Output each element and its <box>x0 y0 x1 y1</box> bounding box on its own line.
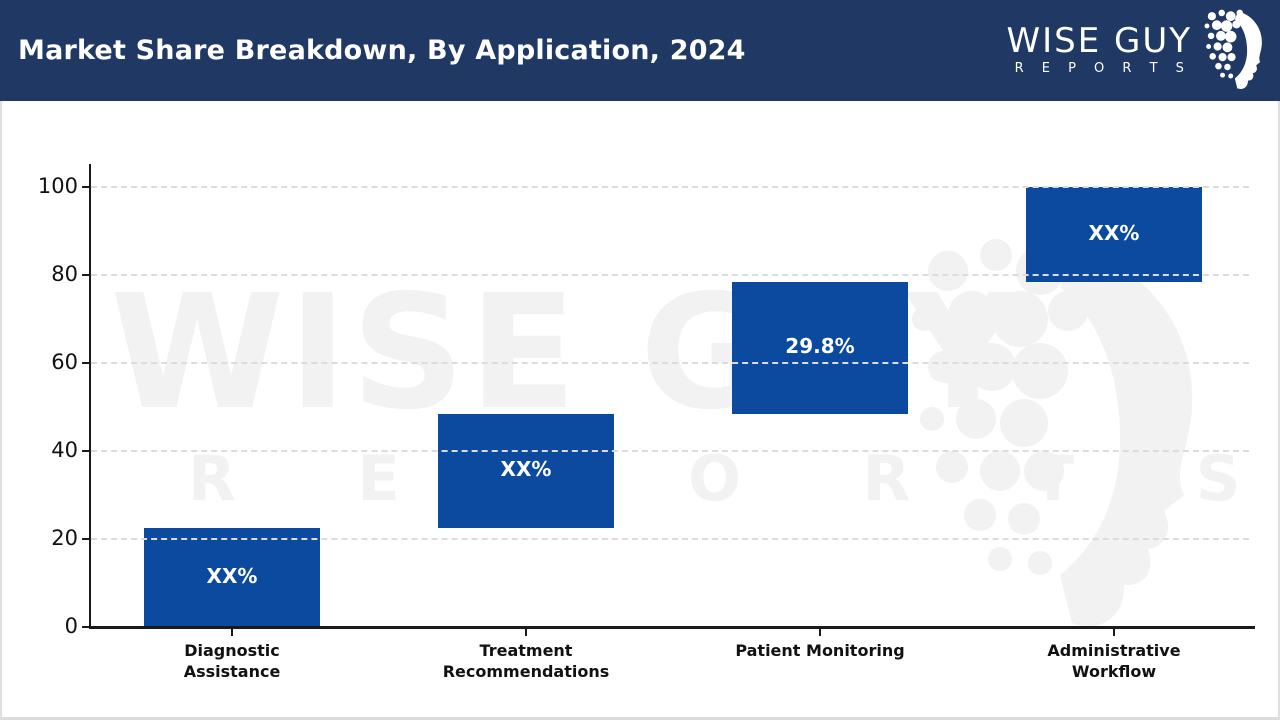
x-tick <box>525 629 527 636</box>
bar-value-label: XX% <box>500 457 552 482</box>
waterfall-plot: XX% Diagnostic Assistance XX% Treatment Rec… <box>2 101 1278 717</box>
gridline-80 <box>91 274 1249 276</box>
bar-value-label: 29.8% <box>785 334 855 359</box>
category-label-diagnostic-assistance: Diagnostic Assistance <box>183 641 281 681</box>
bar-value-label: XX% <box>1088 220 1140 245</box>
wise-guy-face-icon <box>1204 9 1262 89</box>
logo-wordmark: WISE GUY <box>1006 20 1192 61</box>
gridline-100 <box>91 186 1249 188</box>
category-label-administrative-workflow: Administrative Workflow <box>1047 641 1181 681</box>
bar-treatment-recommendations <box>438 413 614 529</box>
header-bar: Market Share Breakdown, By Application, … <box>0 0 1280 101</box>
bar-patient-monitoring <box>732 282 908 414</box>
y-tick-label: 40 <box>51 438 78 462</box>
x-tick <box>1113 629 1115 636</box>
y-tick-label: 60 <box>51 350 78 374</box>
y-tick <box>82 186 89 188</box>
bar-value-label: XX% <box>206 563 258 588</box>
category-label-patient-monitoring: Patient Monitoring <box>735 641 905 660</box>
y-tick <box>82 538 89 540</box>
chart-title: Market Share Breakdown, By Application, … <box>18 35 746 66</box>
x-axis-line <box>89 626 1255 629</box>
y-tick-label: 100 <box>37 174 78 198</box>
logo-subtitle: R E P O R T S <box>1014 60 1191 76</box>
gridline-20 <box>91 538 1249 540</box>
y-axis-line <box>89 164 91 629</box>
y-tick <box>82 274 89 276</box>
x-tick <box>231 629 233 636</box>
y-tick-label: 0 <box>64 614 78 638</box>
gridline-60 <box>91 362 1249 364</box>
y-tick <box>82 450 89 452</box>
bar-diagnostic-assistance <box>144 528 320 627</box>
y-tick <box>82 362 89 364</box>
gridline-40 <box>91 450 1249 452</box>
y-tick-label: 80 <box>51 262 78 286</box>
logo-text: WISE GUY R E P O R T S <box>1006 24 1192 78</box>
x-tick <box>819 629 821 636</box>
wise-guy-logo: WISE GUY R E P O R T S <box>1006 8 1266 94</box>
category-label-treatment-recommendations: Treatment Recommendations <box>442 641 610 681</box>
chart-area: WISE GUY R E P O R T S XX% Diagnostic Ass… <box>0 101 1280 720</box>
y-tick-label: 20 <box>51 526 78 550</box>
y-tick <box>82 626 89 628</box>
